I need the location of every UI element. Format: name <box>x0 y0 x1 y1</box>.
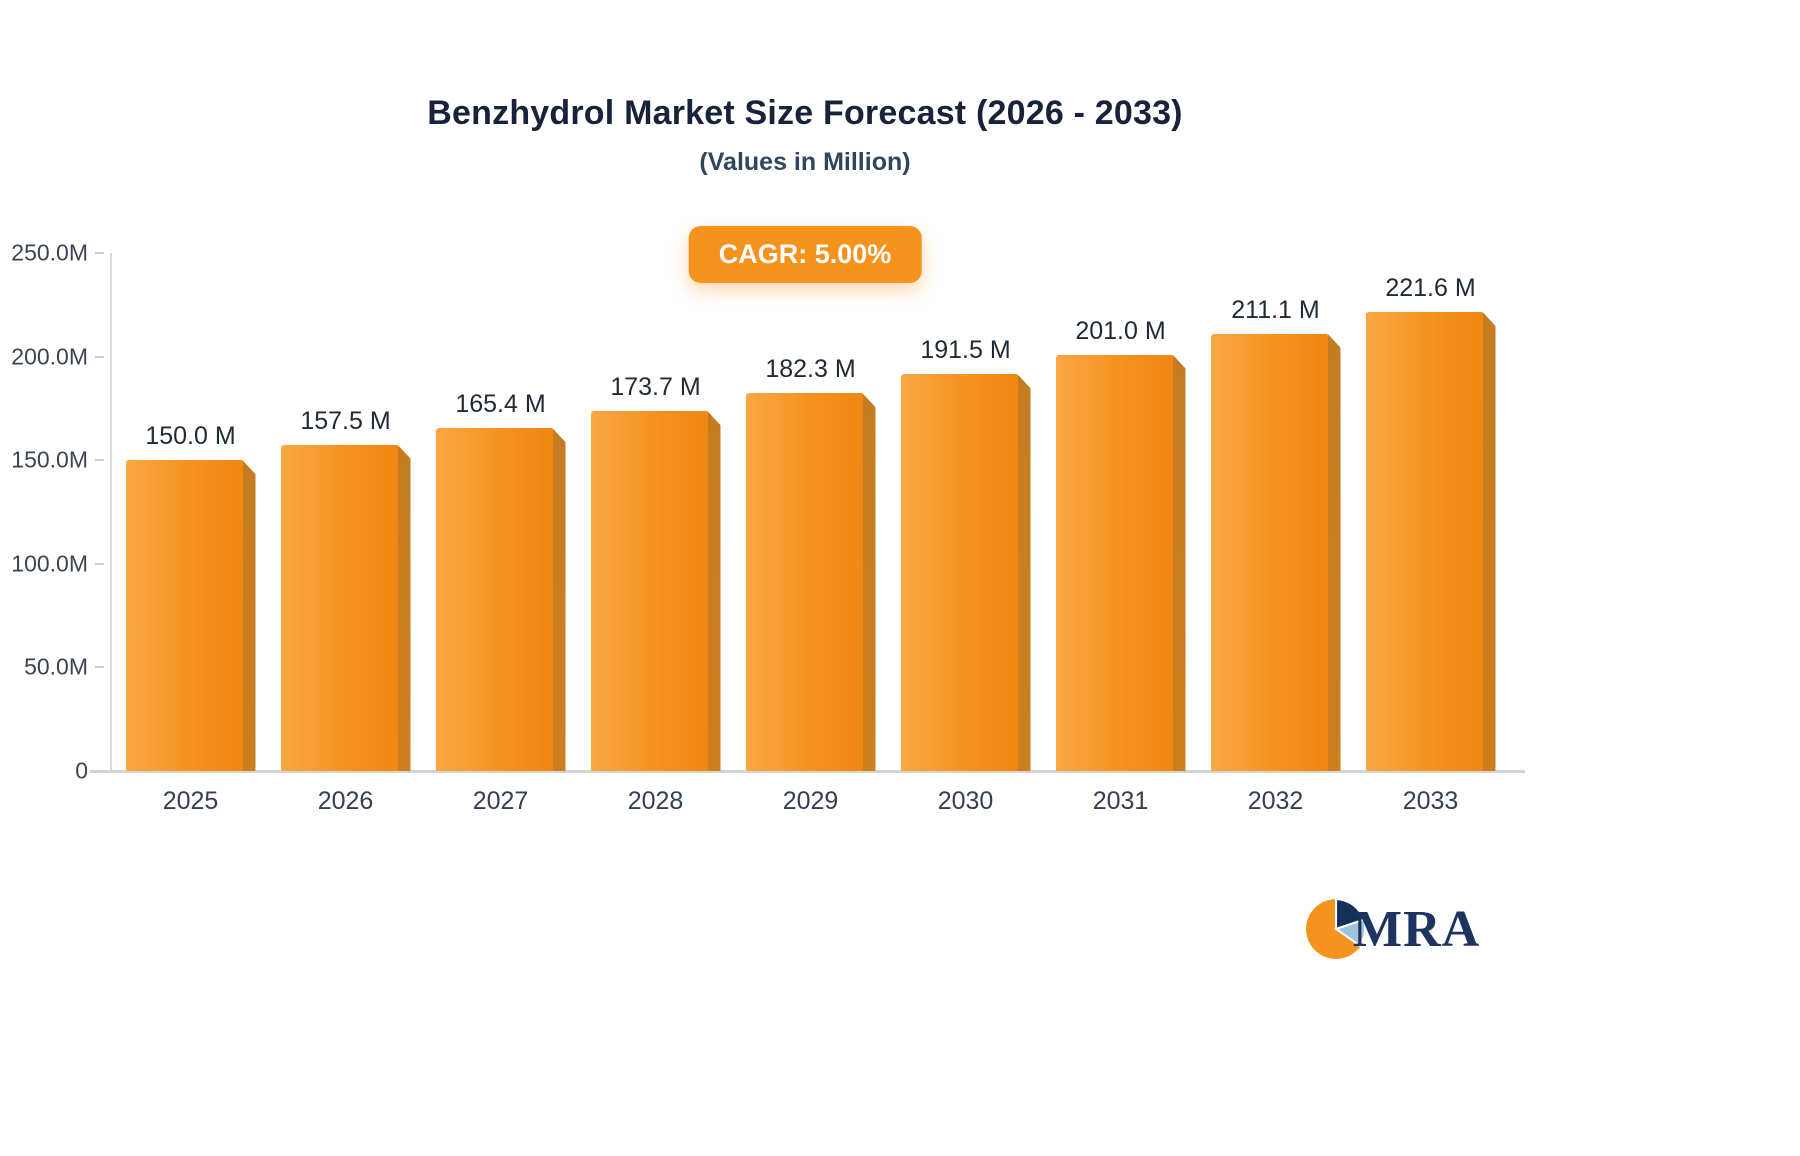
chart-subtitle: (Values in Million) <box>699 148 911 176</box>
x-axis-line <box>90 770 1525 773</box>
bar-front-face <box>1055 354 1173 771</box>
y-tick-mark <box>95 666 104 669</box>
bar-slot: 211.1 M <box>1198 253 1353 771</box>
y-tick-label: 250.0M <box>11 239 88 266</box>
bar-value-label: 173.7 M <box>610 373 701 402</box>
bar-2032 <box>1210 333 1341 771</box>
x-axis-label: 2028 <box>627 787 684 815</box>
bar-value-label: 150.0 M <box>145 422 236 451</box>
bar-front-face <box>1365 311 1483 771</box>
bar-slot: 165.4 M <box>423 253 578 771</box>
bar-side-face <box>242 460 256 771</box>
bar-side-face <box>1172 354 1186 771</box>
bar-front-face <box>280 444 398 771</box>
x-axis-label: 2029 <box>782 787 839 815</box>
bar-2027 <box>435 428 566 771</box>
bar-2025 <box>125 460 256 771</box>
bar-side-face <box>552 428 566 771</box>
bar-2033 <box>1365 311 1496 771</box>
bar-slot: 221.6 M <box>1353 253 1508 771</box>
x-axis-label: 2031 <box>1092 787 1149 815</box>
logo-text: MRA <box>1353 900 1481 958</box>
y-axis-labels: 250.0M 200.0M 150.0M 100.0M 50.0M 0 <box>0 240 88 784</box>
bar-slot: 182.3 M <box>733 253 888 771</box>
bar-2030 <box>900 374 1031 771</box>
bar-value-label: 201.0 M <box>1075 316 1166 345</box>
bar-slot: 157.5 M <box>268 253 423 771</box>
bar-slot: 173.7 M <box>578 253 733 771</box>
y-tick-mark <box>95 770 104 772</box>
bar-front-face <box>745 393 863 771</box>
x-axis-labels: 2025 2026 2027 2028 2029 2030 2031 2032 2033 <box>113 787 1508 816</box>
bar-value-label: 182.3 M <box>765 355 856 384</box>
y-tick-label: 150.0M <box>11 446 88 473</box>
y-tick-label: 100.0M <box>11 550 88 577</box>
x-axis-label: 2032 <box>1247 787 1304 815</box>
bar-slot: 150.0 M <box>113 253 268 771</box>
x-axis-label: 2025 <box>162 787 219 815</box>
y-axis-line <box>110 253 112 771</box>
bar-side-face <box>1482 311 1496 771</box>
y-tick-mark <box>95 562 104 565</box>
bar-side-face <box>862 393 876 771</box>
brand-logo: MRA <box>1303 896 1480 962</box>
bar-2028 <box>590 411 721 771</box>
x-axis-label: 2033 <box>1402 787 1459 815</box>
pie-chart-logo-icon <box>1303 896 1369 962</box>
bar-value-label: 157.5 M <box>300 406 391 435</box>
bar-slot: 191.5 M <box>888 253 1043 771</box>
bar-front-face <box>590 411 708 771</box>
x-axis-label: 2026 <box>317 787 374 815</box>
bar-front-face <box>125 460 243 771</box>
bar-value-label: 191.5 M <box>920 336 1011 365</box>
chart-area: 250.0M 200.0M 150.0M 100.0M 50.0M 0 150.0 M 15… <box>0 233 1620 853</box>
plot-area: 150.0 M 157.5 M 165.4 M 173.7 M 182.3 M 191.5… <box>113 253 1508 771</box>
bar-front-face <box>435 428 553 771</box>
bar-2031 <box>1055 354 1186 771</box>
y-tick-label: 50.0M <box>24 653 88 680</box>
bar-2026 <box>280 444 411 771</box>
y-tick-label: 200.0M <box>11 343 88 370</box>
y-tick-mark <box>95 355 104 358</box>
x-axis-label: 2030 <box>937 787 994 815</box>
y-tick-mark <box>95 459 104 462</box>
bar-2029 <box>745 393 876 771</box>
bar-slot: 201.0 M <box>1043 253 1198 771</box>
bar-front-face <box>900 374 1018 771</box>
bar-value-label: 211.1 M <box>1231 295 1320 324</box>
bar-side-face <box>1017 374 1031 771</box>
y-tick-mark <box>95 252 104 254</box>
chart-title: Benzhydrol Market Size Forecast (2026 - … <box>427 94 1183 132</box>
y-tick-label: 0 <box>75 757 88 784</box>
bar-side-face <box>397 444 411 771</box>
bar-front-face <box>1210 333 1328 771</box>
x-axis-label: 2027 <box>472 787 529 815</box>
bar-side-face <box>1327 333 1341 771</box>
bar-value-label: 221.6 M <box>1385 273 1476 302</box>
bar-value-label: 165.4 M <box>455 390 546 419</box>
cagr-badge: CAGR: 5.00% <box>688 226 922 283</box>
bar-side-face <box>707 411 721 771</box>
